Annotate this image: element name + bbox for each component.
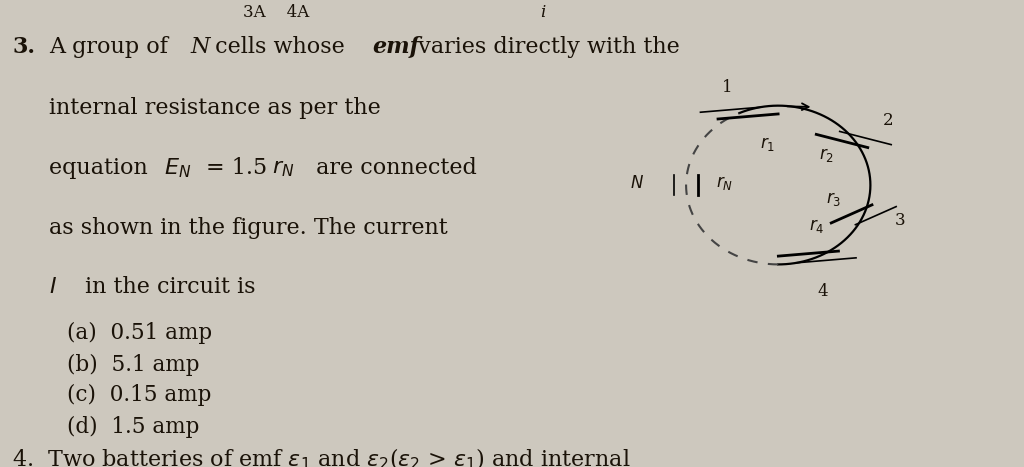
Text: (d)  1.5 amp: (d) 1.5 amp	[67, 416, 199, 439]
Text: varies directly with the: varies directly with the	[411, 36, 679, 58]
Text: $r_N$: $r_N$	[272, 157, 295, 179]
Text: (a)  0.51 amp: (a) 0.51 amp	[67, 322, 212, 344]
Text: (b)  5.1 amp: (b) 5.1 amp	[67, 354, 199, 376]
Text: $r_3$: $r_3$	[826, 191, 841, 208]
Text: $r_2$: $r_2$	[818, 146, 834, 164]
Text: cells whose: cells whose	[208, 36, 352, 58]
Text: in the circuit is: in the circuit is	[78, 276, 255, 297]
Text: emf: emf	[373, 36, 420, 58]
Text: 4.  Two batteries of emf $\varepsilon_1$ and $\varepsilon_2$($\varepsilon_2$ > $: 4. Two batteries of emf $\varepsilon_1$ …	[12, 446, 631, 467]
Text: are connected: are connected	[309, 157, 477, 179]
Text: $r_N$: $r_N$	[717, 174, 733, 192]
Text: as shown in the figure. The current: as shown in the figure. The current	[49, 217, 447, 239]
Text: $E_N$: $E_N$	[164, 157, 191, 180]
Text: i: i	[540, 4, 546, 21]
Text: N: N	[190, 36, 210, 58]
Text: $r_4$: $r_4$	[809, 217, 824, 235]
Text: A group of: A group of	[49, 36, 175, 58]
Text: = 1.5: = 1.5	[206, 157, 274, 179]
Text: $I$: $I$	[49, 276, 57, 297]
Text: 3: 3	[894, 212, 905, 229]
Text: $N$: $N$	[630, 175, 644, 191]
Text: 1: 1	[722, 79, 732, 96]
Text: (c)  0.15 amp: (c) 0.15 amp	[67, 384, 211, 406]
Text: equation: equation	[49, 157, 155, 179]
Text: 3.: 3.	[12, 36, 35, 58]
Text: 3A    4A: 3A 4A	[244, 4, 309, 21]
Text: 4: 4	[817, 283, 827, 300]
Text: internal resistance as per the: internal resistance as per the	[49, 97, 381, 119]
Text: $r_1$: $r_1$	[761, 135, 775, 153]
Text: 2: 2	[883, 113, 893, 129]
